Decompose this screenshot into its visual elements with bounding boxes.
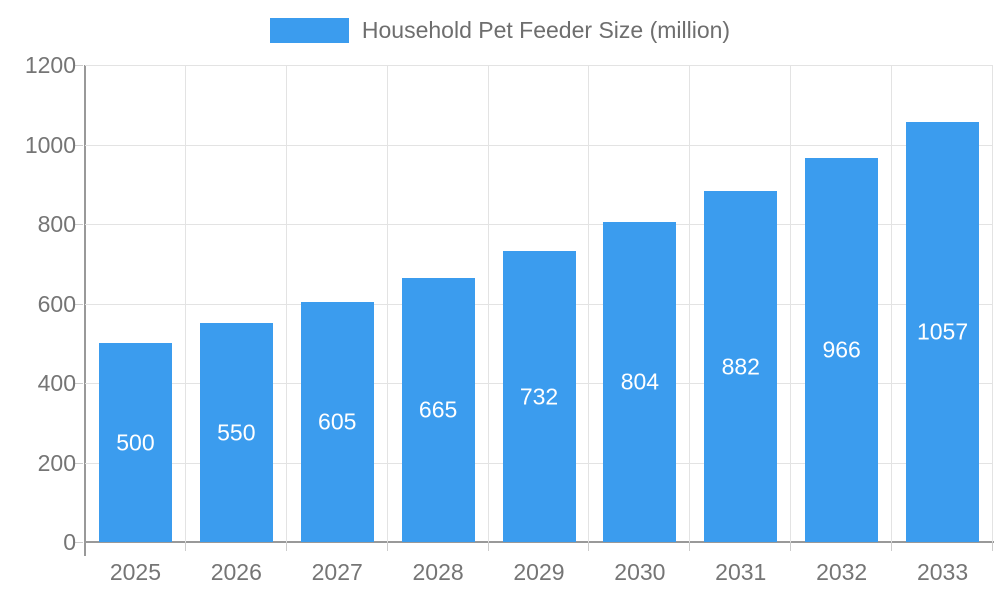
- bar-value-label: 665: [418, 396, 458, 423]
- x-axis-tick: [992, 542, 993, 551]
- y-axis-tick: [75, 303, 83, 305]
- x-gridline: [588, 65, 590, 542]
- bar-2027[interactable]: 605: [300, 301, 374, 542]
- x-axis-tick: [184, 542, 186, 551]
- x-axis-label-2033: 2033: [916, 559, 969, 585]
- legend-label: Household Pet Feeder Size (million): [361, 17, 731, 43]
- y-axis-label-200: 200: [37, 449, 76, 476]
- y-gridline: [85, 224, 993, 225]
- y-axis-tick: [75, 224, 83, 225]
- bar-value-label: 732: [519, 383, 559, 410]
- bar-value-label: 500: [116, 429, 155, 456]
- x-gridline: [689, 65, 691, 542]
- x-axis-label-2028: 2028: [412, 559, 464, 585]
- y-axis-label-1000: 1000: [24, 131, 76, 158]
- x-axis-tick: [689, 542, 691, 551]
- x-axis-label-2025: 2025: [109, 559, 162, 585]
- y-axis-tick: [75, 542, 83, 543]
- x-axis-tick: [790, 542, 792, 551]
- y-axis-label-1200: 1200: [24, 52, 76, 78]
- bar-2029[interactable]: 732: [502, 251, 576, 542]
- x-axis-label-2029: 2029: [513, 559, 565, 585]
- bar-2031[interactable]: 882: [704, 191, 778, 542]
- x-gridline: [285, 65, 287, 542]
- y-axis-label-0: 0: [63, 529, 76, 555]
- bar-value-label: 605: [318, 408, 357, 435]
- bar-value-label: 1057: [916, 318, 969, 345]
- y-gridline: [85, 65, 993, 66]
- bar-value-label: 966: [822, 336, 861, 363]
- x-gridline: [992, 65, 993, 542]
- x-axis-tick: [285, 542, 287, 551]
- x-gridline: [790, 65, 792, 542]
- bar-2032[interactable]: 966: [805, 158, 879, 542]
- x-axis-label-2027: 2027: [311, 559, 363, 585]
- y-axis-label-600: 600: [37, 290, 76, 317]
- x-axis-tick: [588, 542, 590, 551]
- plot-area: 500 550 605 665 732 804 882 966 1057: [75, 65, 993, 551]
- x-axis-line: [84, 541, 994, 543]
- bar-2030[interactable]: 804: [603, 222, 677, 542]
- bar-2025[interactable]: 500: [98, 343, 172, 542]
- y-axis-line: [84, 65, 86, 556]
- legend-swatch: [269, 18, 349, 43]
- bar-value-label: 882: [721, 353, 760, 380]
- bar-value-label: 804: [620, 368, 660, 395]
- legend[interactable]: Household Pet Feeder Size (million): [0, 17, 1000, 44]
- y-axis-tick: [75, 144, 83, 146]
- bar-2033[interactable]: 1057: [906, 121, 980, 542]
- bar-2026[interactable]: 550: [199, 323, 273, 542]
- x-axis-label-2031: 2031: [715, 559, 767, 585]
- y-axis-label-800: 800: [37, 211, 76, 237]
- y-axis-tick: [75, 383, 83, 384]
- y-axis-tick: [75, 462, 83, 464]
- bar-2028[interactable]: 665: [401, 277, 475, 542]
- x-gridline: [487, 65, 489, 542]
- x-axis-label-2026: 2026: [210, 559, 262, 585]
- x-axis-label-2032: 2032: [816, 559, 868, 585]
- x-gridline: [184, 65, 186, 542]
- y-axis-label-400: 400: [37, 370, 76, 396]
- x-axis-tick: [487, 542, 489, 551]
- x-axis-tick: [386, 542, 388, 551]
- x-axis-label-2030: 2030: [614, 559, 666, 585]
- y-axis-tick: [75, 65, 83, 66]
- x-axis-tick: [891, 542, 893, 551]
- bar-value-label: 550: [217, 419, 256, 446]
- x-gridline: [891, 65, 893, 542]
- y-gridline: [85, 144, 993, 146]
- x-gridline: [386, 65, 388, 542]
